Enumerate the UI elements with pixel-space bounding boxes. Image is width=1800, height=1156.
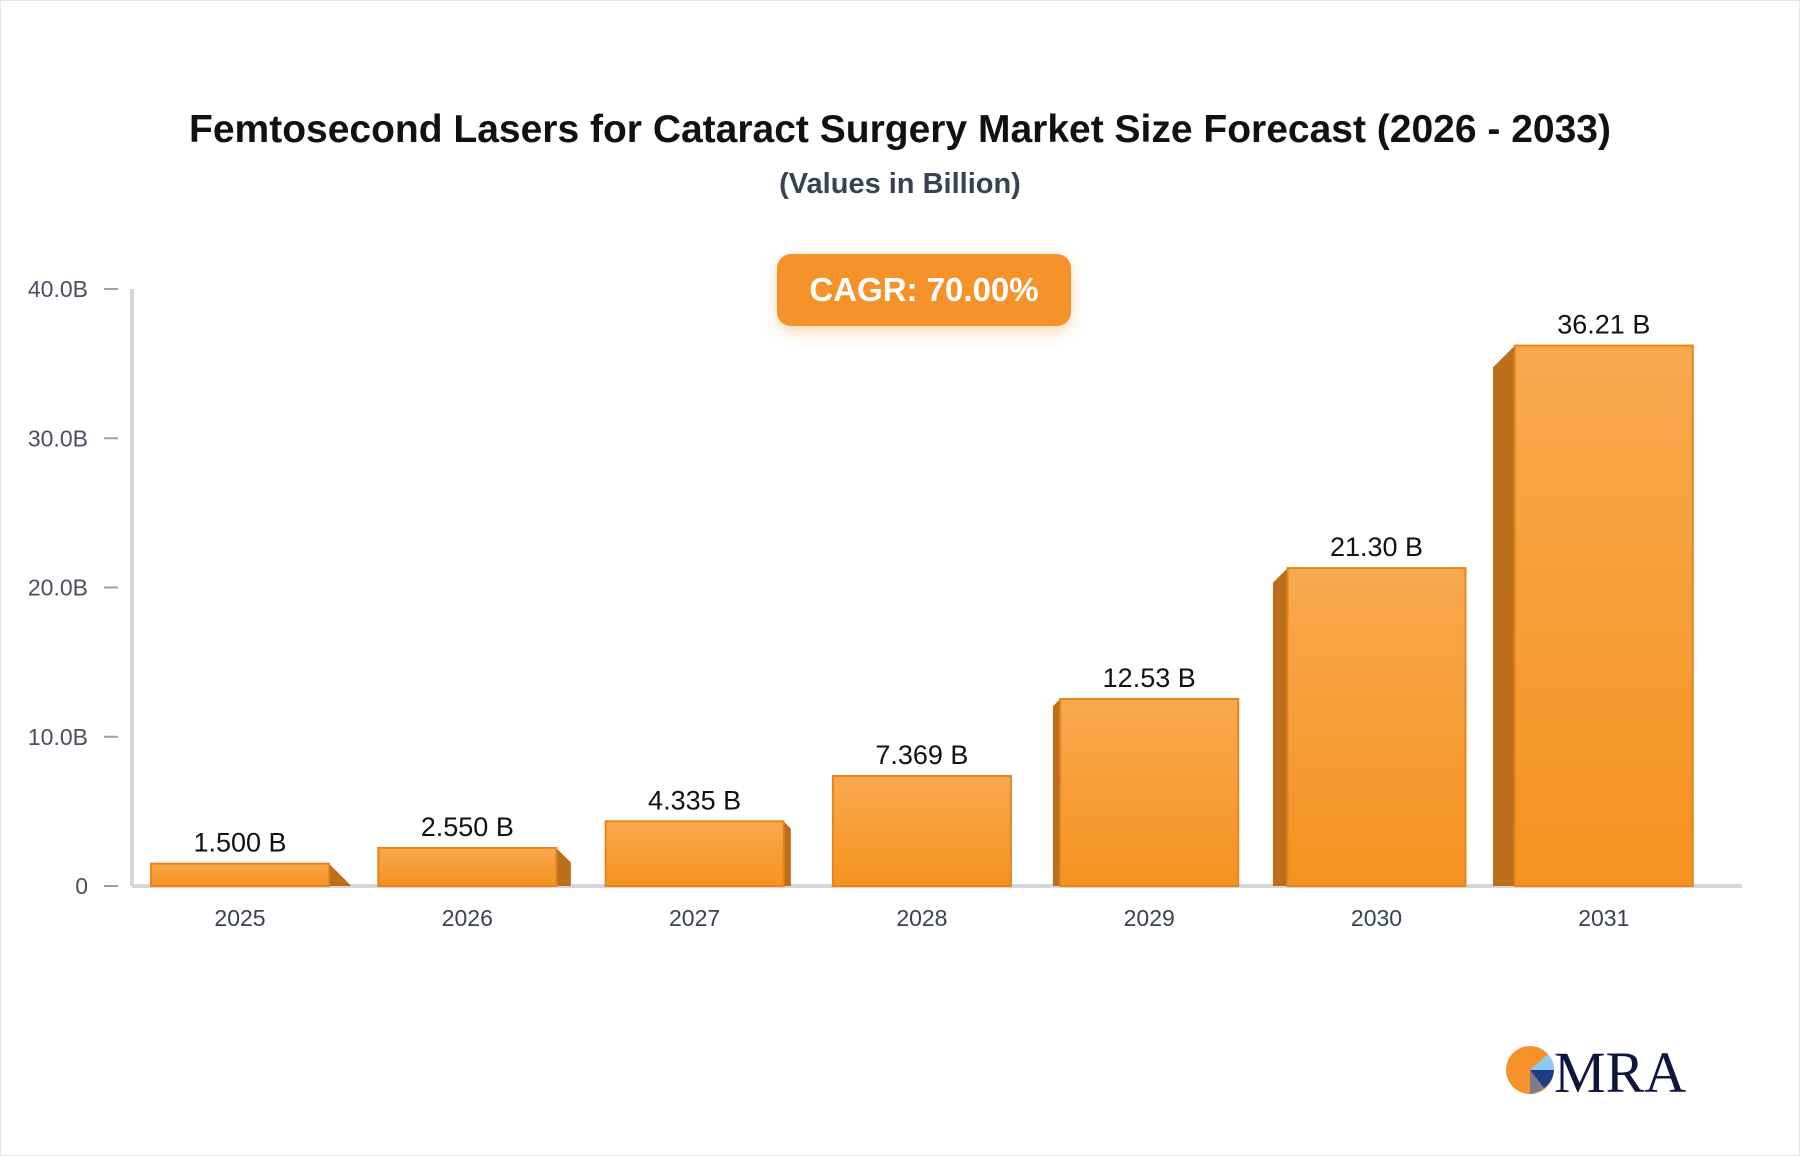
chart-subtitle: (Values in Billion) xyxy=(779,168,1021,200)
bar-side xyxy=(783,821,791,886)
bar-side xyxy=(556,847,571,886)
x-tick-label: 2029 xyxy=(1124,905,1175,931)
x-tick-label: 2025 xyxy=(214,905,265,931)
y-tick-label: 40.0B xyxy=(28,276,88,302)
x-tick-label: 2026 xyxy=(442,905,493,931)
bar xyxy=(1513,344,1694,887)
data-label: 7.369 B xyxy=(875,740,968,770)
bar xyxy=(150,862,330,887)
logo-text: MRA xyxy=(1554,1040,1686,1100)
x-tick-label: 2027 xyxy=(669,905,720,931)
bar-side xyxy=(1492,345,1515,886)
data-label: 36.21 B xyxy=(1557,310,1650,340)
data-label: 2.550 B xyxy=(421,812,514,842)
bar-side xyxy=(329,863,351,886)
bar-group: 36.21 B 2031 xyxy=(1492,310,1694,931)
bar xyxy=(831,775,1012,888)
y-tick-label: 10.0B xyxy=(28,724,88,750)
y-tick-label: 0 xyxy=(75,873,88,899)
bar-group: 2.550 B 2026 xyxy=(377,812,571,931)
bar-group: 21.30 B 2030 xyxy=(1272,532,1467,931)
data-label: 4.335 B xyxy=(648,785,741,815)
y-tick-label: 20.0B xyxy=(28,575,88,601)
bar-side xyxy=(1052,698,1061,886)
x-tick-label: 2031 xyxy=(1578,905,1629,931)
bar-group: 12.53 B 2029 xyxy=(1052,663,1240,931)
mra-logo: MRA xyxy=(1504,1040,1704,1100)
chart-title: Femtosecond Lasers for Cataract Surgery … xyxy=(189,108,1611,151)
bar-group: 4.335 B 2027 xyxy=(604,785,791,931)
mra-logo-pie-icon: MRA xyxy=(1506,1040,1686,1100)
data-label: 21.30 B xyxy=(1330,532,1423,562)
x-tick-label: 2030 xyxy=(1351,905,1402,931)
x-tick-label: 2028 xyxy=(896,905,947,931)
bar-side xyxy=(1272,568,1288,886)
bar xyxy=(1059,697,1240,887)
data-label: 1.500 B xyxy=(193,828,286,858)
bar xyxy=(604,820,785,887)
cagr-badge: CAGR: 70.00% xyxy=(777,254,1071,326)
y-tick-label: 30.0B xyxy=(28,425,88,451)
bar xyxy=(377,846,558,887)
data-label: 12.53 B xyxy=(1103,663,1196,693)
bar xyxy=(1286,567,1467,887)
bar-group: 7.369 B 2028 xyxy=(831,740,1012,931)
bar-group: 1.500 B 2025 xyxy=(150,828,351,931)
